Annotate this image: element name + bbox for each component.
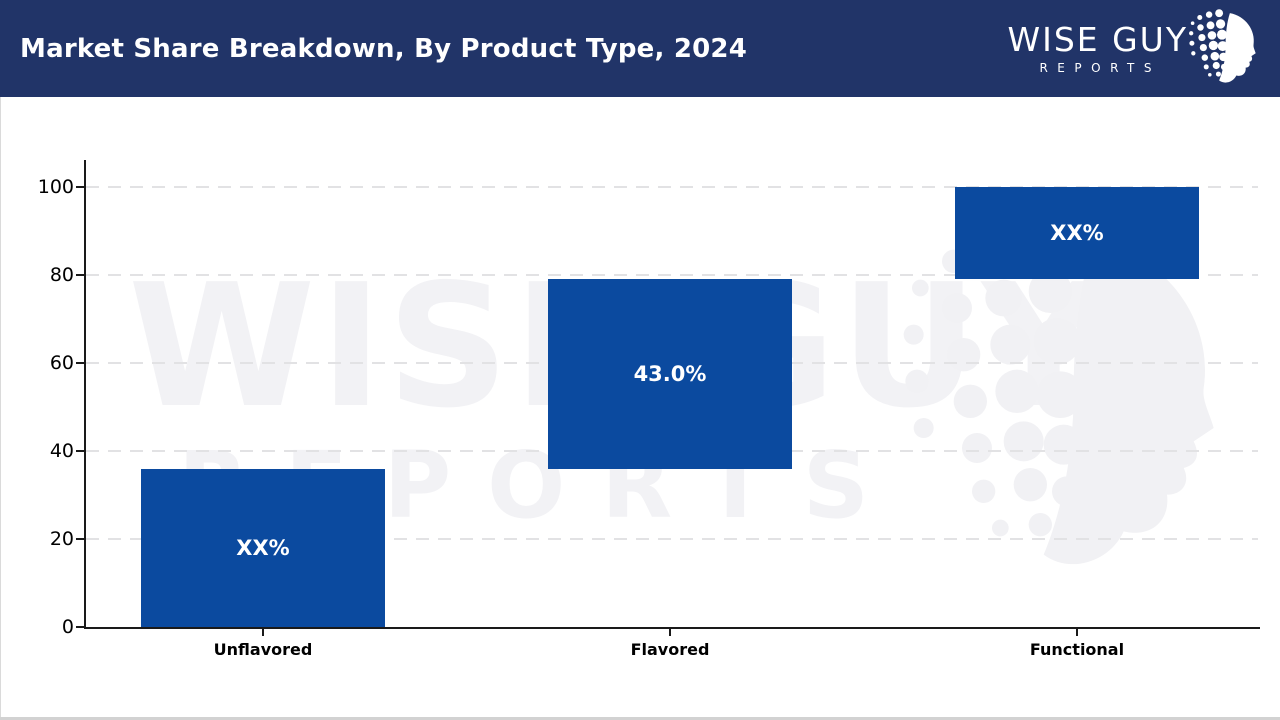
gridline-100	[86, 186, 1258, 188]
y-tick-mark	[76, 626, 84, 628]
logo-subtitle: REPORTS	[1039, 60, 1161, 75]
y-tick-label: 0	[61, 616, 74, 638]
x-tick-mark	[262, 629, 264, 636]
header-bar: Market Share Breakdown, By Product Type,…	[0, 0, 1280, 97]
y-tick-label: 100	[37, 176, 74, 198]
logo-text: WISE GUY REPORTS	[1007, 23, 1188, 75]
gridline-80	[86, 274, 1258, 276]
wise-guy-reports-logo: WISE GUY REPORTS	[1007, 6, 1270, 92]
y-tick-label: 40	[49, 440, 74, 462]
y-tick-label: 60	[49, 352, 74, 374]
left-border	[0, 97, 1, 717]
category-label-functional: Functional	[1029, 640, 1125, 659]
bar-unflavored: XX%	[141, 468, 385, 627]
y-tick-mark	[76, 274, 84, 276]
bar-value-label: XX%	[1050, 221, 1104, 246]
y-tick-mark	[76, 538, 84, 540]
chart-title: Market Share Breakdown, By Product Type,…	[20, 33, 747, 64]
y-axis-line	[84, 160, 86, 629]
y-tick-mark	[76, 362, 84, 364]
gridline-20	[86, 538, 1258, 540]
bottom-border	[0, 717, 1280, 720]
y-tick-mark	[76, 450, 84, 452]
category-label-unflavored: Unflavored	[213, 640, 313, 659]
bar-value-label: XX%	[236, 535, 290, 560]
x-axis-line	[84, 627, 1260, 629]
dotted-head-profile-icon	[1189, 8, 1256, 83]
logo-wordmark: WISE GUY	[1007, 19, 1188, 59]
bar-value-label: 43.0%	[633, 361, 707, 386]
x-tick-mark	[669, 629, 671, 636]
y-tick-label: 80	[49, 264, 74, 286]
y-tick-label: 20	[49, 528, 74, 550]
bar-flavored: 43.0%	[548, 279, 792, 469]
y-tick-mark	[76, 186, 84, 188]
category-label-flavored: Flavored	[630, 640, 710, 659]
x-tick-mark	[1076, 629, 1078, 636]
bar-functional: XX%	[955, 187, 1199, 280]
